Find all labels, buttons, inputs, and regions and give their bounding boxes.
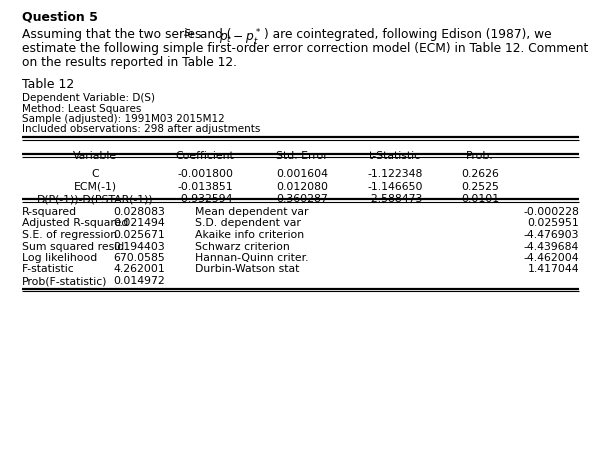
Text: Question 5: Question 5 <box>22 11 98 24</box>
Text: D(P(-1))-D(PSTAR(-1)): D(P(-1))-D(PSTAR(-1)) <box>37 194 153 204</box>
Text: t-Statistic: t-Statistic <box>369 151 421 161</box>
Text: 0.021494: 0.021494 <box>113 218 165 228</box>
Text: on the results reported in Table 12.: on the results reported in Table 12. <box>22 56 237 69</box>
Text: 0.012080: 0.012080 <box>276 182 328 192</box>
Text: 0.025671: 0.025671 <box>113 230 165 240</box>
Text: Dependent Variable: D(S): Dependent Variable: D(S) <box>22 93 155 103</box>
Text: Included observations: 298 after adjustments: Included observations: 298 after adjustm… <box>22 124 260 134</box>
Text: Prob.: Prob. <box>466 151 494 161</box>
Text: -2.588473: -2.588473 <box>367 194 423 204</box>
Text: 670.0585: 670.0585 <box>113 253 165 263</box>
Text: 0.2626: 0.2626 <box>461 169 499 179</box>
Text: 0.194403: 0.194403 <box>113 242 165 252</box>
Text: 0.028083: 0.028083 <box>113 207 165 217</box>
Text: and (: and ( <box>196 28 231 41</box>
Text: -4.462004: -4.462004 <box>523 253 579 263</box>
Text: Sum squared resid: Sum squared resid <box>22 242 124 252</box>
Text: -0.013851: -0.013851 <box>177 182 233 192</box>
Text: S.E. of regression: S.E. of regression <box>22 230 117 240</box>
Text: ECM(-1): ECM(-1) <box>73 182 117 192</box>
Text: $s_t$: $s_t$ <box>183 28 195 41</box>
Text: Table 12: Table 12 <box>22 78 75 91</box>
Text: Adjusted R-squared: Adjusted R-squared <box>22 218 129 228</box>
Text: -4.476903: -4.476903 <box>523 230 579 240</box>
Text: $p_t - p_t^*$: $p_t - p_t^*$ <box>219 28 261 48</box>
Text: Akaike info criterion: Akaike info criterion <box>195 230 304 240</box>
Text: Log likelihood: Log likelihood <box>22 253 97 263</box>
Text: Coefficient: Coefficient <box>175 151 234 161</box>
Text: Sample (adjusted): 1991M03 2015M12: Sample (adjusted): 1991M03 2015M12 <box>22 114 225 124</box>
Text: -0.932594: -0.932594 <box>177 194 233 204</box>
Text: -1.122348: -1.122348 <box>367 169 423 179</box>
Text: 0.001604: 0.001604 <box>276 169 328 179</box>
Text: 0.025951: 0.025951 <box>527 218 579 228</box>
Text: Variable: Variable <box>73 151 117 161</box>
Text: -0.000228: -0.000228 <box>523 207 579 217</box>
Text: Schwarz criterion: Schwarz criterion <box>195 242 290 252</box>
Text: Mean dependent var: Mean dependent var <box>195 207 308 217</box>
Text: estimate the following simple first-order error correction model (ECM) in Table : estimate the following simple first-orde… <box>22 42 588 55</box>
Text: -1.146650: -1.146650 <box>367 182 423 192</box>
Text: Std. Error: Std. Error <box>276 151 328 161</box>
Text: 4.262001: 4.262001 <box>113 265 165 275</box>
Text: S.D. dependent var: S.D. dependent var <box>195 218 301 228</box>
Text: F-statistic: F-statistic <box>22 265 75 275</box>
Text: Durbin-Watson stat: Durbin-Watson stat <box>195 265 299 275</box>
Text: 0.360287: 0.360287 <box>276 194 328 204</box>
Text: -0.001800: -0.001800 <box>177 169 233 179</box>
Text: Prob(F-statistic): Prob(F-statistic) <box>22 276 108 286</box>
Text: Method: Least Squares: Method: Least Squares <box>22 104 141 114</box>
Text: -4.439684: -4.439684 <box>523 242 579 252</box>
Text: 0.014972: 0.014972 <box>113 276 165 286</box>
Text: 0.2525: 0.2525 <box>461 182 499 192</box>
Text: ) are cointegrated, following Edison (1987), we: ) are cointegrated, following Edison (19… <box>264 28 552 41</box>
Text: Assuming that the two series: Assuming that the two series <box>22 28 206 41</box>
Text: Hannan-Quinn criter.: Hannan-Quinn criter. <box>195 253 308 263</box>
Text: C: C <box>91 169 99 179</box>
Text: 0.0101: 0.0101 <box>461 194 499 204</box>
Text: 1.417044: 1.417044 <box>527 265 579 275</box>
Text: R-squared: R-squared <box>22 207 77 217</box>
